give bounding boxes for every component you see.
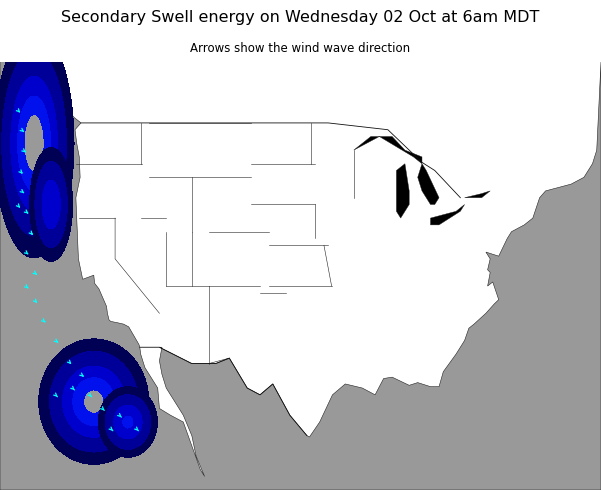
Polygon shape bbox=[397, 164, 409, 218]
Text: Secondary Swell energy on Wednesday 02 Oct at 6am MDT: Secondary Swell energy on Wednesday 02 O… bbox=[61, 10, 540, 25]
Text: Arrows show the wind wave direction: Arrows show the wind wave direction bbox=[191, 42, 410, 55]
Polygon shape bbox=[418, 164, 439, 204]
Polygon shape bbox=[430, 204, 465, 225]
Polygon shape bbox=[0, 48, 601, 490]
Polygon shape bbox=[354, 137, 422, 164]
Polygon shape bbox=[465, 191, 490, 197]
